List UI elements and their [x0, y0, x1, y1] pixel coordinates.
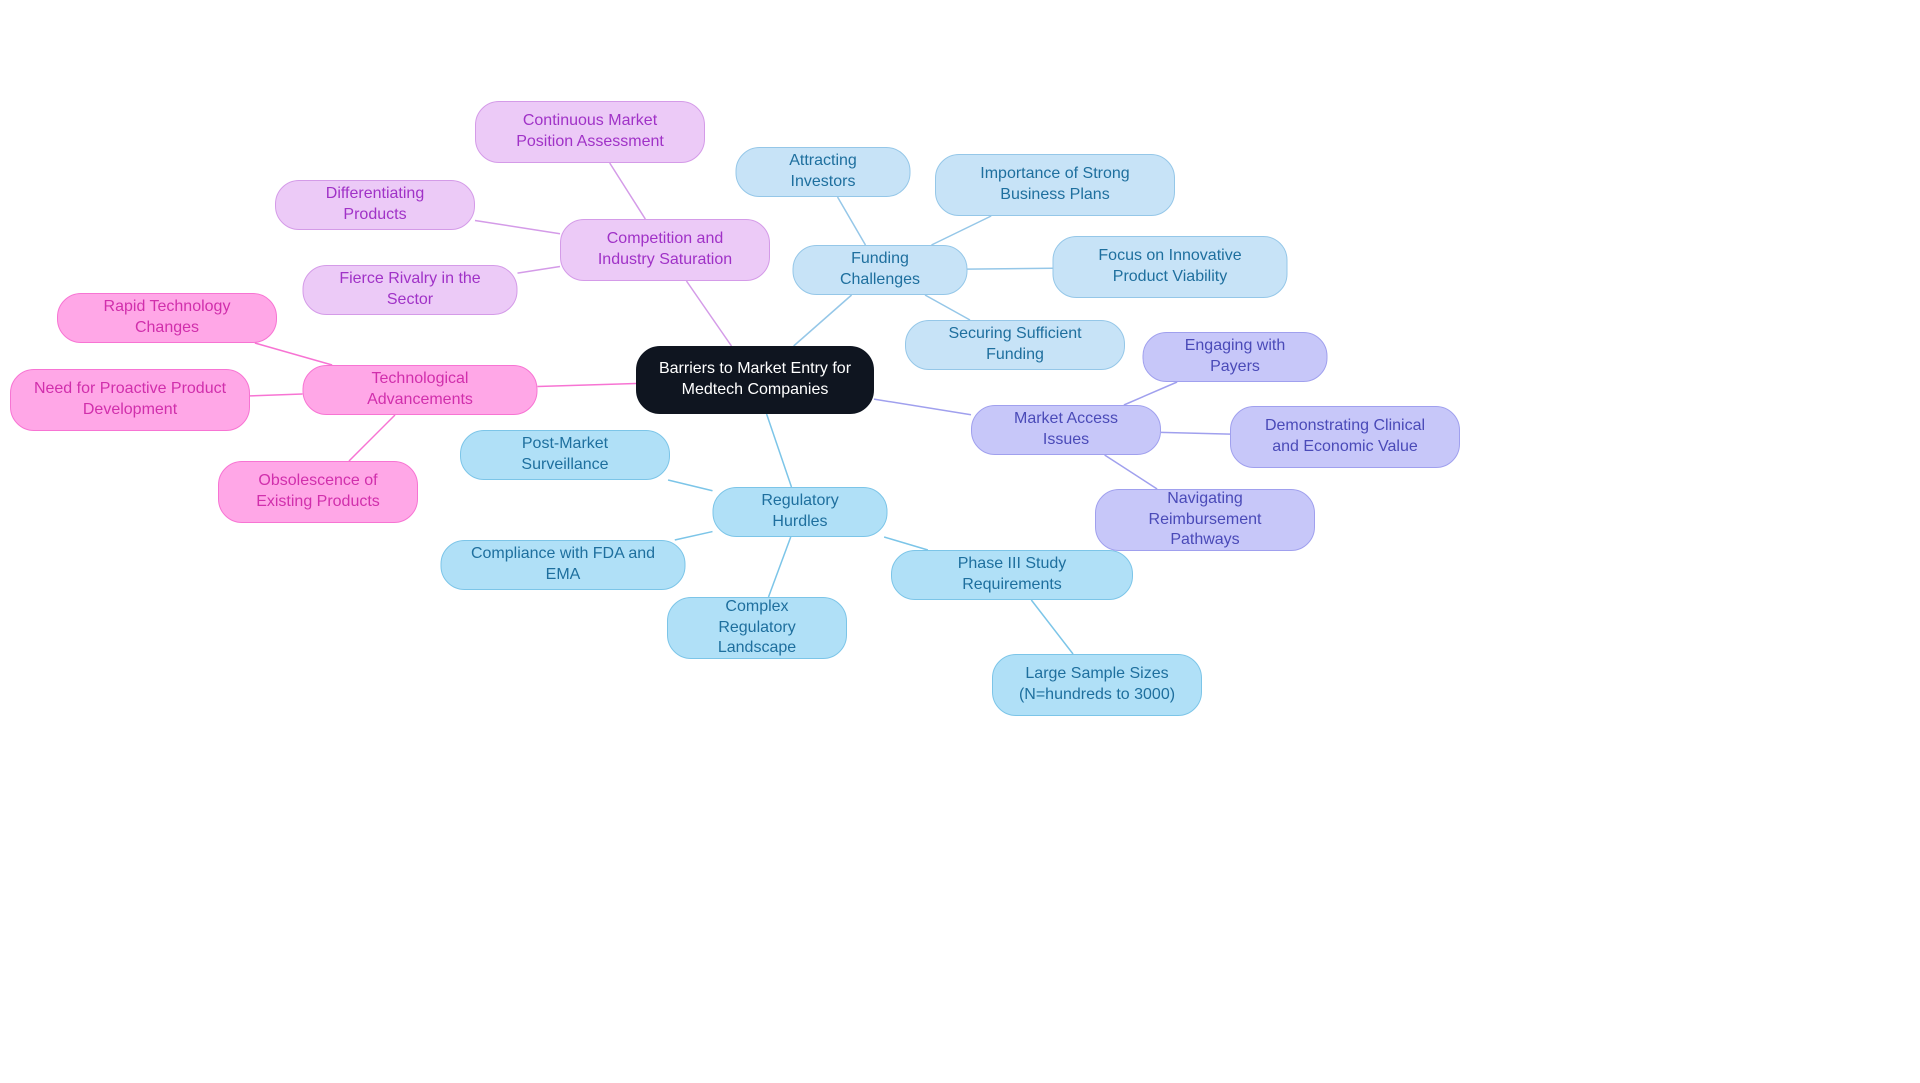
node-tech1: Rapid Technology Changes — [57, 293, 277, 343]
edge — [968, 268, 1053, 269]
edge — [884, 537, 928, 550]
node-comp3: Fierce Rivalry in the Sector — [303, 265, 518, 315]
edge — [768, 537, 790, 597]
node-ma1: Engaging with Payers — [1143, 332, 1328, 382]
edge — [1161, 432, 1230, 434]
node-reg: Regulatory Hurdles — [713, 487, 888, 537]
node-fund4: Securing Sufficient Funding — [905, 320, 1125, 370]
edge — [767, 414, 792, 487]
node-ma: Market Access Issues — [971, 405, 1161, 455]
edge — [538, 384, 637, 387]
edge — [838, 197, 866, 245]
node-ma3: Navigating Reimbursement Pathways — [1095, 489, 1315, 551]
node-fund1: Attracting Investors — [736, 147, 911, 197]
edge — [475, 221, 560, 234]
edge — [349, 415, 395, 461]
edge — [931, 216, 991, 245]
node-tech3: Obsolescence of Existing Products — [218, 461, 418, 523]
node-reg4: Phase III Study Requirements — [891, 550, 1133, 600]
node-reg1: Post-Market Surveillance — [460, 430, 670, 480]
edge — [925, 295, 970, 320]
node-ma2: Demonstrating Clinical and Economic Valu… — [1230, 406, 1460, 468]
edge — [794, 295, 852, 346]
edge — [874, 399, 971, 415]
node-comp2: Differentiating Products — [275, 180, 475, 230]
node-reg2: Compliance with FDA and EMA — [441, 540, 686, 590]
edge — [1105, 455, 1158, 489]
edge — [686, 281, 731, 346]
node-tech2: Need for Proactive Product Development — [10, 369, 250, 431]
edge — [610, 163, 646, 219]
edge — [668, 480, 712, 491]
node-tech: Technological Advancements — [303, 365, 538, 415]
edge — [250, 394, 303, 396]
node-comp1: Continuous Market Position Assessment — [475, 101, 705, 163]
edge — [1124, 382, 1177, 405]
node-fund3: Focus on Innovative Product Viability — [1053, 236, 1288, 298]
mindmap-canvas: Barriers to Market Entry for Medtech Com… — [0, 0, 1920, 1083]
node-reg4a: Large Sample Sizes (N=hundreds to 3000) — [992, 654, 1202, 716]
node-reg3: Complex Regulatory Landscape — [667, 597, 847, 659]
edge — [675, 532, 713, 540]
node-root: Barriers to Market Entry for Medtech Com… — [636, 346, 874, 414]
edge — [255, 343, 332, 365]
edge — [1031, 600, 1073, 654]
edge — [518, 266, 561, 273]
node-comp: Competition and Industry Saturation — [560, 219, 770, 281]
node-fund: Funding Challenges — [793, 245, 968, 295]
node-fund2: Importance of Strong Business Plans — [935, 154, 1175, 216]
